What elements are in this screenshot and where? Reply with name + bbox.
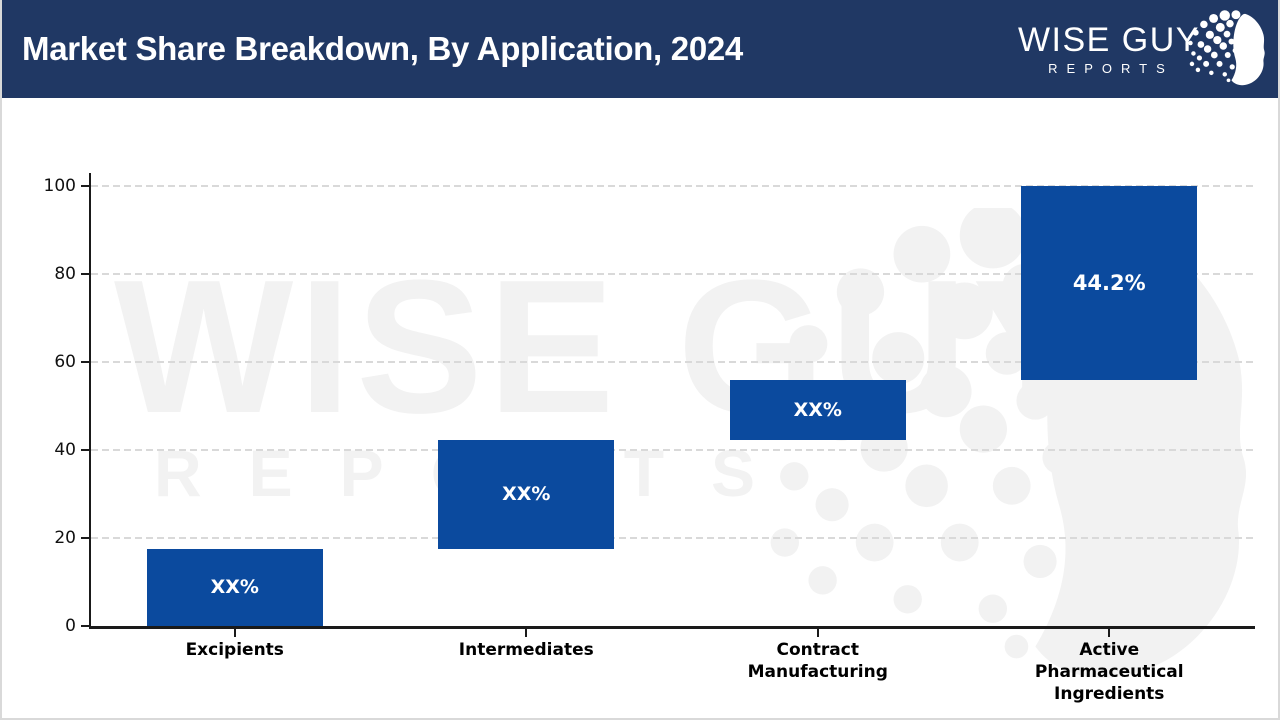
bar-label: 44.2% xyxy=(1072,271,1146,296)
bar: 44.2% xyxy=(1021,186,1198,381)
bar-label: XX% xyxy=(793,399,842,422)
logo-text: WISE GUY REPORTS xyxy=(1018,23,1200,76)
x-tick xyxy=(525,629,528,637)
y-tick-label: 20 xyxy=(54,528,76,548)
bar: XX% xyxy=(146,548,323,626)
logo: WISE GUY REPORTS xyxy=(1018,10,1268,88)
y-tick-label: 80 xyxy=(54,264,76,284)
x-tick xyxy=(233,629,236,637)
logo-wordmark: WISE GUY xyxy=(1017,20,1200,59)
x-tick xyxy=(816,629,819,637)
logo-subtext: REPORTS xyxy=(1048,60,1174,76)
grid-line xyxy=(91,449,1255,451)
grid-line xyxy=(91,361,1255,363)
y-tick-label: 40 xyxy=(54,440,76,460)
x-category-label: Active Pharmaceutical Ingredients xyxy=(1034,640,1184,705)
header: Market Share Breakdown, By Application, … xyxy=(2,0,1278,98)
grid-line xyxy=(91,537,1255,539)
y-tick xyxy=(81,185,89,187)
y-tick xyxy=(81,361,89,363)
y-tick-label: 0 xyxy=(65,616,76,636)
bar-label: XX% xyxy=(502,483,551,506)
y-tick-label: 100 xyxy=(43,176,76,196)
bar: XX% xyxy=(729,380,906,440)
grid-line xyxy=(91,185,1255,187)
x-category-label: Contract Manufacturing xyxy=(747,640,888,683)
y-tick-label: 60 xyxy=(54,352,76,372)
y-axis-line xyxy=(89,173,91,628)
grid-line xyxy=(91,273,1255,275)
y-tick xyxy=(81,273,89,275)
x-category-label: Excipients xyxy=(185,640,284,660)
y-tick xyxy=(81,625,89,627)
bar: XX% xyxy=(438,439,615,549)
bar-label: XX% xyxy=(210,576,259,599)
x-axis-line xyxy=(89,626,1255,629)
y-tick xyxy=(81,537,89,539)
x-tick xyxy=(1108,629,1111,637)
page-title: Market Share Breakdown, By Application, … xyxy=(22,30,743,67)
x-category-label: Intermediates xyxy=(458,640,594,660)
y-tick xyxy=(81,449,89,451)
